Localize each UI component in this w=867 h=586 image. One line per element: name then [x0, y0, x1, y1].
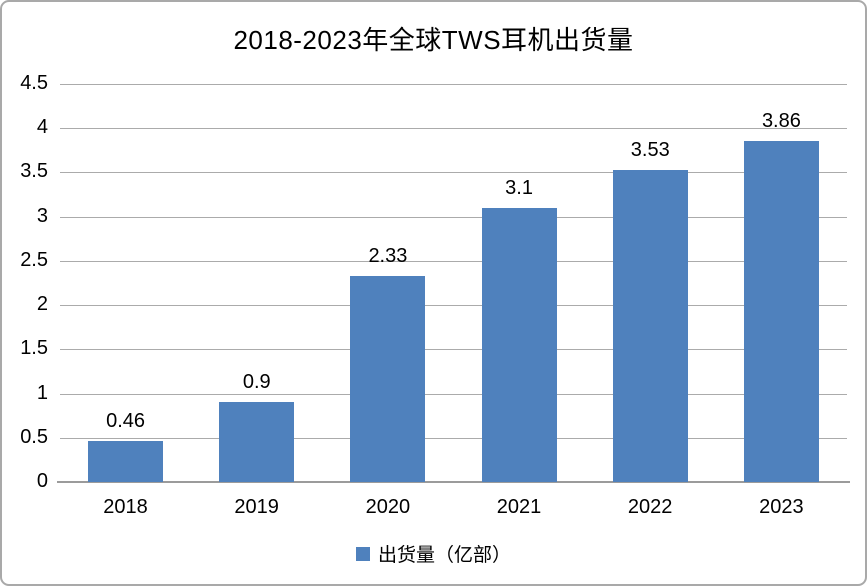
y-tick-label: 4.5	[20, 72, 48, 94]
bar-2022	[612, 169, 688, 482]
chart-title: 2018-2023年全球TWS耳机出货量	[233, 25, 634, 55]
x-tick-label: 2022	[627, 496, 673, 518]
y-tick-label: 1.5	[20, 337, 48, 360]
x-tick-label: 2020	[365, 496, 411, 518]
x-axis: 2018 2019 2020 2021 2022 2023	[60, 496, 847, 522]
bar-2019	[219, 402, 295, 482]
bar-2023	[743, 140, 819, 482]
gridline	[60, 84, 847, 85]
y-tick-label: 4	[36, 116, 48, 139]
gridline	[60, 393, 847, 395]
gridline	[60, 216, 847, 218]
y-tick-label: 2	[36, 293, 48, 316]
bar-value-label: 0.9	[242, 371, 271, 394]
bar-2018	[88, 441, 164, 482]
bar-value-label: 2.33	[368, 244, 408, 267]
y-tick-label: 3.5	[20, 160, 48, 183]
bar-value-label: 0.46	[106, 410, 146, 433]
x-axis-line	[57, 481, 850, 483]
x-tick-label: 2018	[103, 496, 148, 518]
gridline	[60, 128, 847, 130]
bar-value-label: 3.1	[505, 176, 533, 199]
bar-value-label: 3.53	[630, 138, 670, 161]
legend-swatch-icon	[355, 546, 370, 561]
y-tick-label: 0	[36, 470, 48, 492]
y-axis: 0 0.5 1 1.5 2 2.5 3 3.5 4 4.5	[2, 72, 48, 492]
y-tick-label: 3	[36, 204, 48, 227]
bar-value-label: 3.86	[761, 109, 801, 132]
gridline	[60, 260, 847, 262]
bar-2020	[350, 275, 426, 482]
y-tick-label: 2.5	[20, 248, 48, 271]
gridline	[60, 437, 847, 439]
bar-2021	[481, 207, 557, 482]
legend-label: 出货量（亿部）	[377, 545, 511, 566]
gridline	[60, 349, 847, 351]
legend: 出货量（亿部）	[2, 540, 865, 567]
y-tick-label: 1	[36, 381, 48, 404]
y-tick-label: 0.5	[20, 425, 48, 448]
plot-area: 0.46 0.9 2.33 3.1 3.53 3.86	[57, 84, 850, 483]
gridline	[60, 172, 847, 174]
gridline	[60, 305, 847, 307]
x-tick-label: 2019	[234, 496, 279, 518]
x-tick-label: 2023	[759, 496, 804, 518]
x-tick-label: 2021	[496, 496, 542, 518]
